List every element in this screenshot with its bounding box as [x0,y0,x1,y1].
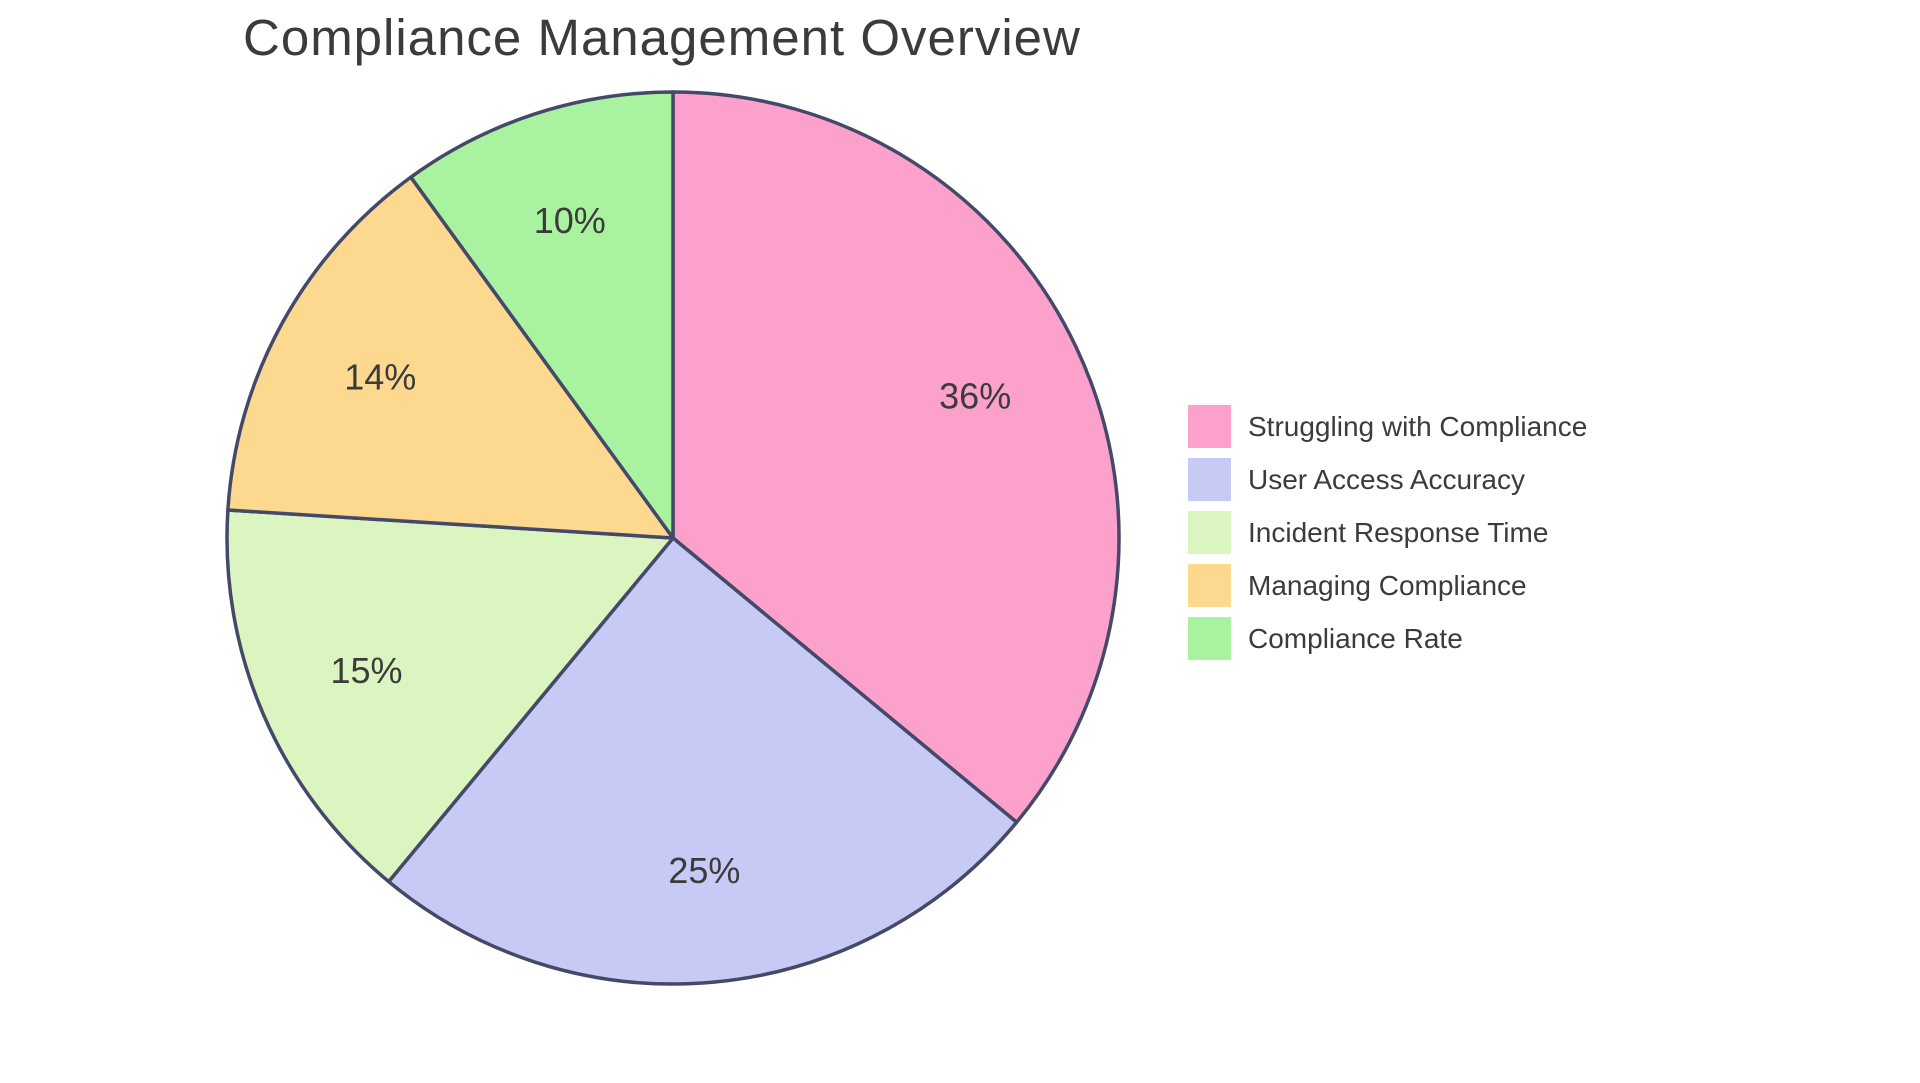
legend-item-3: Managing Compliance [1188,564,1587,607]
pie-percent-label-0: 36% [939,375,1011,416]
legend-swatch-icon [1188,458,1231,501]
legend-item-4: Compliance Rate [1188,617,1587,660]
pie-percent-label-2: 15% [330,650,402,691]
legend-swatch-icon [1188,617,1231,660]
pie-percent-label-1: 25% [668,850,740,891]
pie-slice-0 [671,90,1121,825]
legend-swatch-icon [1188,564,1231,607]
legend-label: Incident Response Time [1248,516,1549,548]
chart-title: Compliance Management Overview [243,9,1081,66]
pie-slice-2 [225,508,675,884]
pie-percent-label-4: 10% [534,200,606,241]
pie-slice-1 [386,536,1019,986]
legend-swatch-icon [1188,405,1231,448]
legend-swatch-icon [1188,511,1231,554]
legend: Struggling with Compliance User Access Ac… [1188,405,1587,660]
legend-item-0: Struggling with Compliance [1188,405,1587,448]
legend-label: Managing Compliance [1248,569,1527,601]
legend-label: Struggling with Compliance [1248,410,1588,442]
legend-label: Compliance Rate [1248,622,1463,654]
pie-slice-3 [226,175,675,540]
legend-item-1: User Access Accuracy [1188,458,1587,501]
pie-percent-label-3: 14% [344,357,416,398]
legend-item-2: Incident Response Time [1188,511,1587,554]
legend-label: User Access Accuracy [1248,463,1525,495]
pie-slice-4 [409,90,675,540]
